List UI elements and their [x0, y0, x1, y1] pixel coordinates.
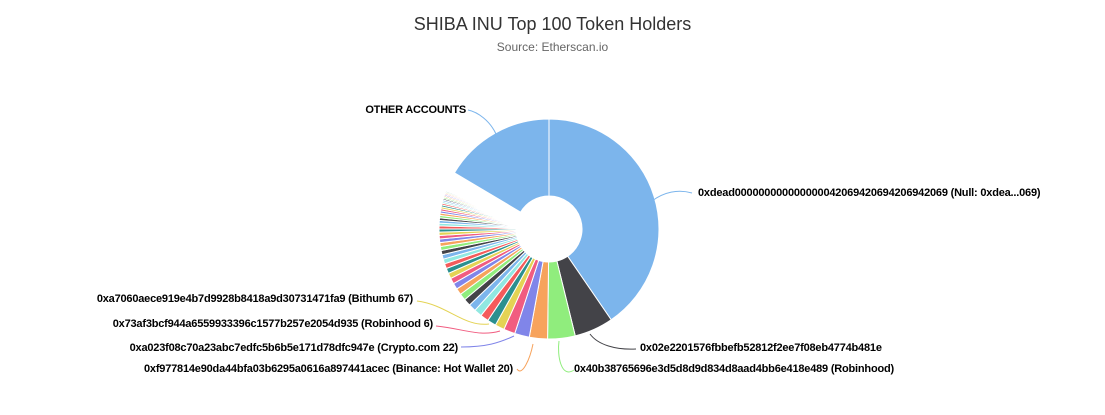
donut-slices: [438, 118, 660, 340]
label-other-accounts: OTHER ACCOUNTS: [365, 104, 466, 116]
label-bithumb: 0xa7060aece919e4b7d9928b8418a9d30731471f…: [96, 293, 413, 305]
label-robinhood: 0x40b38765696e3d5d8d9d834d8aad4bb6e418e4…: [574, 363, 894, 375]
label-connectors: [416, 109, 693, 373]
label-cryptocom: 0xa023f08c70a23abc7edfc5b6b5e171d78dfc94…: [129, 342, 459, 354]
connector-0x02e2: [589, 333, 637, 350]
pie-slice[interactable]: [548, 118, 660, 321]
connector-binance: [516, 343, 534, 372]
label-robinhood6: 0x73af3bcf944a6559933396c1577b257e2054d9…: [112, 318, 433, 330]
connector-null-address: [651, 190, 693, 202]
label-0x02e2: 0x02e2201576fbbefb52812f2ee7f08eb4774b48…: [640, 342, 882, 354]
connector-robinhood: [558, 340, 575, 373]
label-binance: 0xf977814e90da44bfa03b6295a0616a897441ac…: [144, 363, 513, 375]
connector-other-accounts: [467, 109, 497, 135]
connector-cryptocom: [460, 335, 515, 348]
label-null-address: 0xdead0000000000000000420694206942069420…: [698, 187, 1041, 199]
connector-robinhood6: [435, 325, 501, 334]
chart-subtitle: Source: Etherscan.io: [496, 40, 609, 54]
chart-title: SHIBA INU Top 100 Token Holders: [413, 14, 692, 34]
pie-slice[interactable]: [453, 118, 550, 213]
connector-bithumb: [416, 300, 490, 325]
